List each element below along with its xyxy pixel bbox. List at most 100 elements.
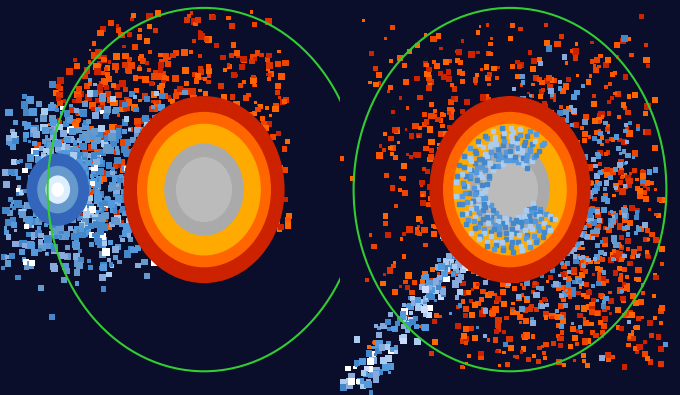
Point	[143, 234, 154, 241]
Point	[357, 358, 368, 364]
Point	[426, 288, 437, 294]
Point	[403, 303, 413, 309]
Point	[46, 201, 57, 207]
Point	[538, 87, 549, 93]
Point	[534, 76, 545, 83]
Point	[84, 47, 95, 53]
Point	[80, 201, 90, 207]
Point	[558, 209, 569, 215]
Point	[107, 101, 118, 107]
Point	[438, 291, 449, 297]
Point	[536, 303, 547, 309]
Point	[63, 207, 73, 213]
Point	[109, 203, 120, 210]
Point	[603, 110, 614, 117]
Point	[83, 94, 94, 101]
Point	[61, 150, 72, 156]
Point	[534, 345, 545, 351]
Point	[46, 105, 57, 111]
Point	[380, 35, 391, 41]
Point	[451, 267, 462, 274]
Point	[279, 98, 290, 105]
Point	[126, 211, 137, 217]
Point	[642, 63, 653, 69]
Point	[63, 168, 74, 175]
Point	[651, 211, 662, 217]
Point	[582, 207, 593, 213]
Point	[619, 35, 630, 41]
Point	[121, 116, 132, 122]
Point	[407, 290, 418, 296]
Point	[572, 254, 583, 260]
Point	[88, 154, 99, 160]
Point	[383, 88, 394, 95]
Point	[469, 114, 479, 120]
Point	[525, 92, 536, 98]
Point	[387, 346, 398, 353]
Point	[58, 175, 69, 182]
Point	[362, 277, 373, 283]
Point	[528, 196, 539, 202]
Point	[644, 169, 655, 175]
Point	[653, 212, 664, 218]
Point	[578, 358, 589, 364]
Point	[556, 126, 566, 133]
Point	[568, 267, 579, 273]
Point	[387, 185, 398, 191]
Point	[547, 282, 558, 289]
Point	[564, 142, 575, 149]
Point	[194, 102, 205, 108]
Point	[72, 111, 83, 117]
Point	[588, 330, 598, 336]
Point	[99, 241, 110, 247]
Point	[204, 68, 215, 74]
Point	[632, 224, 643, 230]
Point	[594, 138, 605, 145]
Point	[156, 85, 167, 91]
Point	[432, 63, 443, 69]
Point	[592, 173, 603, 180]
Point	[423, 201, 434, 207]
Point	[73, 186, 84, 192]
Point	[551, 140, 562, 146]
Point	[239, 79, 250, 85]
Point	[403, 272, 414, 278]
Point	[274, 94, 285, 100]
Point	[581, 320, 592, 326]
Point	[123, 58, 134, 64]
Point	[615, 179, 626, 186]
Point	[80, 119, 91, 125]
Point	[417, 192, 428, 199]
Point	[95, 206, 106, 213]
Point	[526, 316, 537, 322]
Point	[586, 308, 597, 315]
Point	[33, 218, 44, 225]
Point	[571, 41, 582, 47]
Point	[355, 378, 366, 385]
Point	[25, 155, 36, 161]
Point	[428, 36, 439, 42]
Point	[97, 215, 107, 221]
Point	[99, 56, 109, 63]
Point	[102, 202, 113, 208]
Point	[96, 218, 107, 225]
Point	[581, 293, 592, 299]
Point	[73, 169, 84, 175]
Point	[589, 100, 600, 107]
Point	[65, 127, 76, 134]
Point	[249, 110, 260, 117]
Point	[70, 145, 81, 152]
Point	[395, 316, 406, 322]
Circle shape	[443, 113, 576, 267]
Point	[113, 243, 124, 250]
Point	[456, 245, 466, 252]
Point	[39, 124, 50, 131]
Point	[517, 96, 528, 102]
Point	[494, 363, 505, 369]
Point	[633, 226, 644, 233]
Point	[105, 261, 116, 268]
Point	[516, 349, 527, 355]
Point	[523, 245, 534, 252]
Point	[148, 81, 158, 87]
Point	[445, 99, 456, 105]
